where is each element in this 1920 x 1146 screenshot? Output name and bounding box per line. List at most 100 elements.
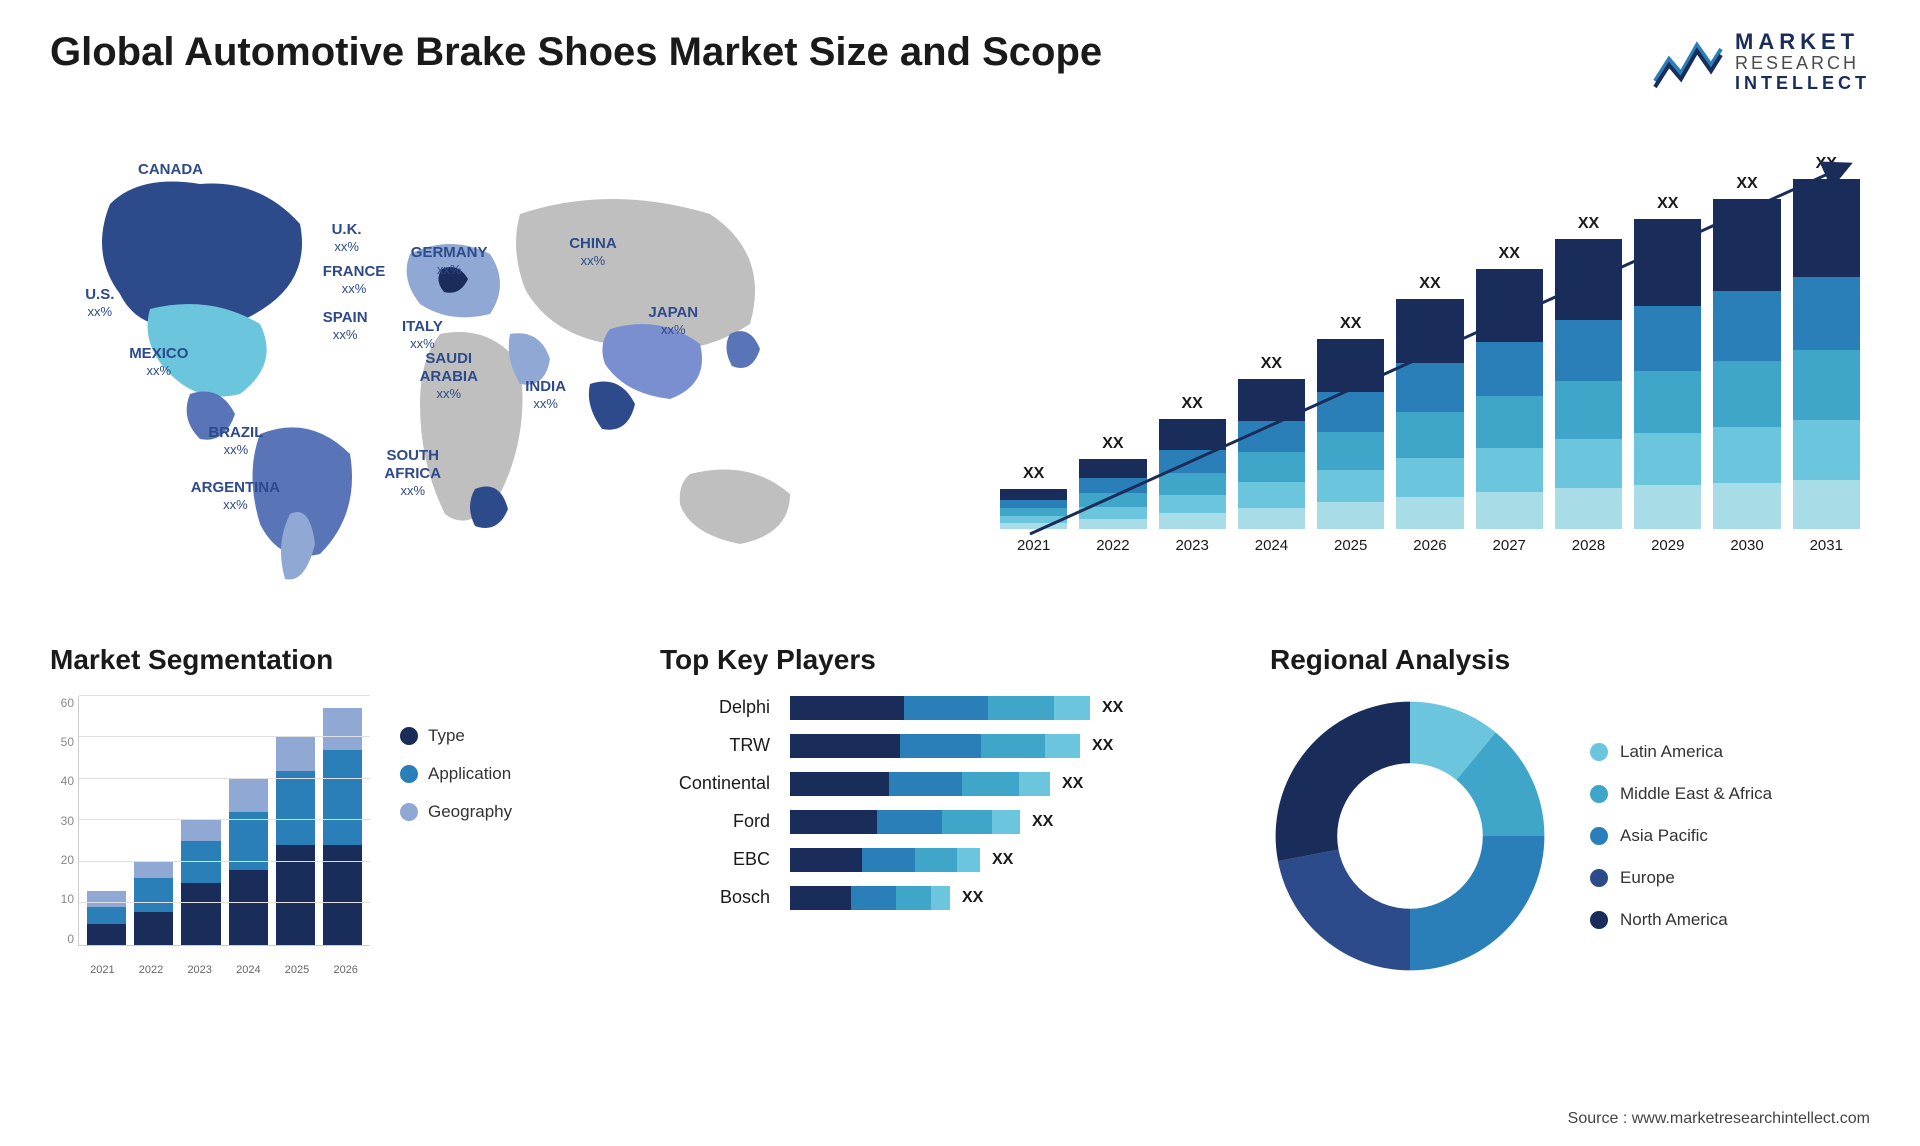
kp-value: XX	[1032, 813, 1053, 831]
kp-value: XX	[1092, 737, 1113, 755]
map-label: BRAZILxx%	[208, 424, 263, 458]
reg-legend-item: Latin America	[1590, 742, 1772, 762]
logo-text-2: RESEARCH	[1735, 54, 1870, 74]
growth-bar: XX 2027	[1476, 245, 1543, 554]
growth-bar-value: XX	[1578, 215, 1599, 233]
regional-donut	[1270, 696, 1550, 976]
map-label: U.K.xx%	[332, 221, 362, 255]
growth-bar: XX 2025	[1317, 315, 1384, 554]
key-players-title: Top Key Players	[660, 644, 1220, 676]
map-label: CHINAxx%	[569, 235, 617, 269]
regional-panel: Regional Analysis Latin America Middle Ea…	[1270, 644, 1870, 976]
growth-bar-year: 2026	[1413, 537, 1446, 554]
growth-bar-year: 2031	[1810, 537, 1843, 554]
seg-xlabel: 2021	[78, 964, 127, 976]
growth-bar-value: XX	[1102, 435, 1123, 453]
growth-bar-value: XX	[1736, 175, 1757, 193]
growth-bar-value: XX	[1657, 195, 1678, 213]
seg-ytick: 30	[50, 814, 74, 828]
growth-bar-year: 2025	[1334, 537, 1367, 554]
seg-bar	[276, 737, 315, 945]
reg-legend-item: North America	[1590, 910, 1772, 930]
growth-bar-value: XX	[1181, 395, 1202, 413]
growth-bar-value: XX	[1499, 245, 1520, 263]
seg-legend-item: Application	[400, 764, 512, 784]
growth-bar-year: 2022	[1096, 537, 1129, 554]
kp-value: XX	[1062, 775, 1083, 793]
kp-row: BoschXX	[660, 886, 1220, 910]
seg-bar	[134, 862, 173, 945]
seg-ytick: 20	[50, 853, 74, 867]
map-label: ARGENTINAxx%	[191, 479, 280, 513]
kp-value: XX	[1102, 699, 1123, 717]
map-label: SAUDIARABIAxx%	[420, 350, 478, 402]
kp-value: XX	[992, 851, 1013, 869]
seg-ytick: 60	[50, 696, 74, 710]
kp-name: EBC	[660, 849, 770, 870]
regional-legend: Latin America Middle East & Africa Asia Pa…	[1590, 742, 1772, 930]
kp-row: Ford XX	[660, 810, 1220, 834]
logo-text-3: INTELLECT	[1735, 74, 1870, 94]
growth-bar-year: 2021	[1017, 537, 1050, 554]
brand-logo: MARKET RESEARCH INTELLECT	[1653, 30, 1870, 94]
kp-row: Delphi XX	[660, 696, 1220, 720]
seg-xlabel: 2024	[224, 964, 273, 976]
seg-legend-item: Type	[400, 726, 512, 746]
growth-bar-value: XX	[1816, 155, 1837, 173]
growth-bar-value: XX	[1419, 275, 1440, 293]
kp-row: TRW XX	[660, 734, 1220, 758]
seg-ytick: 40	[50, 774, 74, 788]
growth-bar: XX 2022	[1079, 435, 1146, 554]
kp-name: Bosch	[660, 887, 770, 908]
seg-xlabel: 2023	[175, 964, 224, 976]
growth-bar-year: 2027	[1493, 537, 1526, 554]
kp-name: Delphi	[660, 697, 770, 718]
reg-legend-item: Asia Pacific	[1590, 826, 1772, 846]
growth-bar-value: XX	[1340, 315, 1361, 333]
growth-bar-value: XX	[1023, 465, 1044, 483]
seg-bar	[87, 891, 126, 945]
seg-bar	[181, 820, 220, 945]
map-label: CANADAxx%	[138, 161, 203, 195]
seg-xlabel: 2022	[127, 964, 176, 976]
kp-name: Ford	[660, 811, 770, 832]
map-label: ITALYxx%	[402, 318, 443, 352]
seg-legend-item: Geography	[400, 802, 512, 822]
map-label: JAPANxx%	[648, 304, 698, 338]
key-players-panel: Top Key Players DelphiXXTRWXXContinental…	[660, 644, 1220, 976]
segmentation-title: Market Segmentation	[50, 644, 610, 676]
seg-ytick: 0	[50, 932, 74, 946]
seg-bar	[323, 708, 362, 945]
seg-ytick: 10	[50, 892, 74, 906]
growth-bar: XX2029	[1634, 195, 1701, 554]
map-label: U.S.xx%	[85, 286, 114, 320]
growth-bar: XX 2023	[1159, 395, 1226, 554]
segmentation-legend: Type Application Geography	[400, 696, 512, 976]
growth-bar-year: 2030	[1730, 537, 1763, 554]
growth-bar-year: 2024	[1255, 537, 1288, 554]
map-label: INDIAxx%	[525, 378, 566, 412]
regional-title: Regional Analysis	[1270, 644, 1870, 676]
kp-name: TRW	[660, 735, 770, 756]
reg-legend-item: Europe	[1590, 868, 1772, 888]
growth-bar-year: 2028	[1572, 537, 1605, 554]
map-label: SPAINxx%	[323, 309, 368, 343]
seg-xlabel: 2025	[273, 964, 322, 976]
map-label: SOUTHAFRICAxx%	[384, 447, 441, 499]
seg-xlabel: 2026	[321, 964, 370, 976]
growth-bar: XX 2026	[1396, 275, 1463, 554]
page-title: Global Automotive Brake Shoes Market Siz…	[50, 30, 1102, 75]
reg-legend-item: Middle East & Africa	[1590, 784, 1772, 804]
kp-row: Continental XX	[660, 772, 1220, 796]
growth-bar-chart: XX2021XX2022XX2023XX2024XX2025XX2026XX20…	[990, 134, 1870, 594]
growth-bar: XX 2024	[1238, 355, 1305, 554]
growth-bar-value: XX	[1261, 355, 1282, 373]
growth-bar: XX 2028	[1555, 215, 1622, 554]
map-label: FRANCExx%	[323, 263, 386, 297]
growth-bar: XX 2031	[1793, 155, 1860, 554]
logo-icon	[1653, 35, 1723, 89]
growth-bar-year: 2023	[1175, 537, 1208, 554]
seg-ytick: 50	[50, 735, 74, 749]
kp-name: Continental	[660, 773, 770, 794]
map-label: GERMANYxx%	[411, 244, 488, 278]
